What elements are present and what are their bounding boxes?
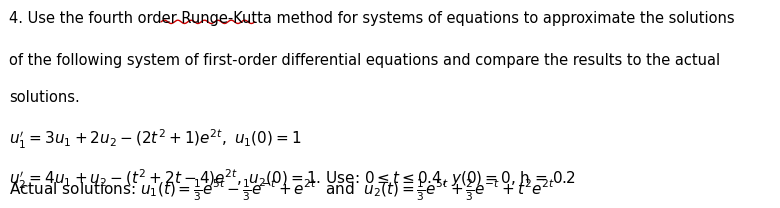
Text: solutions.: solutions. [9,90,80,105]
Text: Actual solutions: $u_1(t) = \frac{1}{3}e^{5t} - \frac{1}{3}e^{-t} + e^{2t}$  and: Actual solutions: $u_1(t) = \frac{1}{3}e… [9,177,555,203]
Text: $u_1' = 3u_1 + 2u_2 - (2t^2 + 1)e^{2t},\ u_1(0) = 1$: $u_1' = 3u_1 + 2u_2 - (2t^2 + 1)e^{2t},\… [9,128,302,151]
Text: 4. Use the fourth order Runge-Kutta method for systems of equations to approxima: 4. Use the fourth order Runge-Kutta meth… [9,11,735,26]
Text: $u_2' = 4u_1 + u_2 - (t^2 + 2t - 4)e^{2t},\ u_2(0) = 1$. Use: $0 \leq t \leq 0.4: $u_2' = 4u_1 + u_2 - (t^2 + 2t - 4)e^{2t… [9,167,576,191]
Text: of the following system of first-order differential equations and compare the re: of the following system of first-order d… [9,53,721,68]
